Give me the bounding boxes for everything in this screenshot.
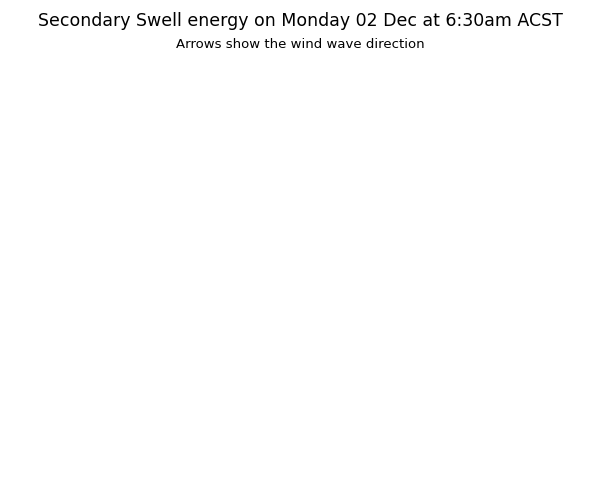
Text: Arrows show the wind wave direction: Arrows show the wind wave direction <box>176 39 425 51</box>
Text: Secondary Swell energy on Monday 02 Dec at 6:30am ACST: Secondary Swell energy on Monday 02 Dec … <box>38 12 563 30</box>
